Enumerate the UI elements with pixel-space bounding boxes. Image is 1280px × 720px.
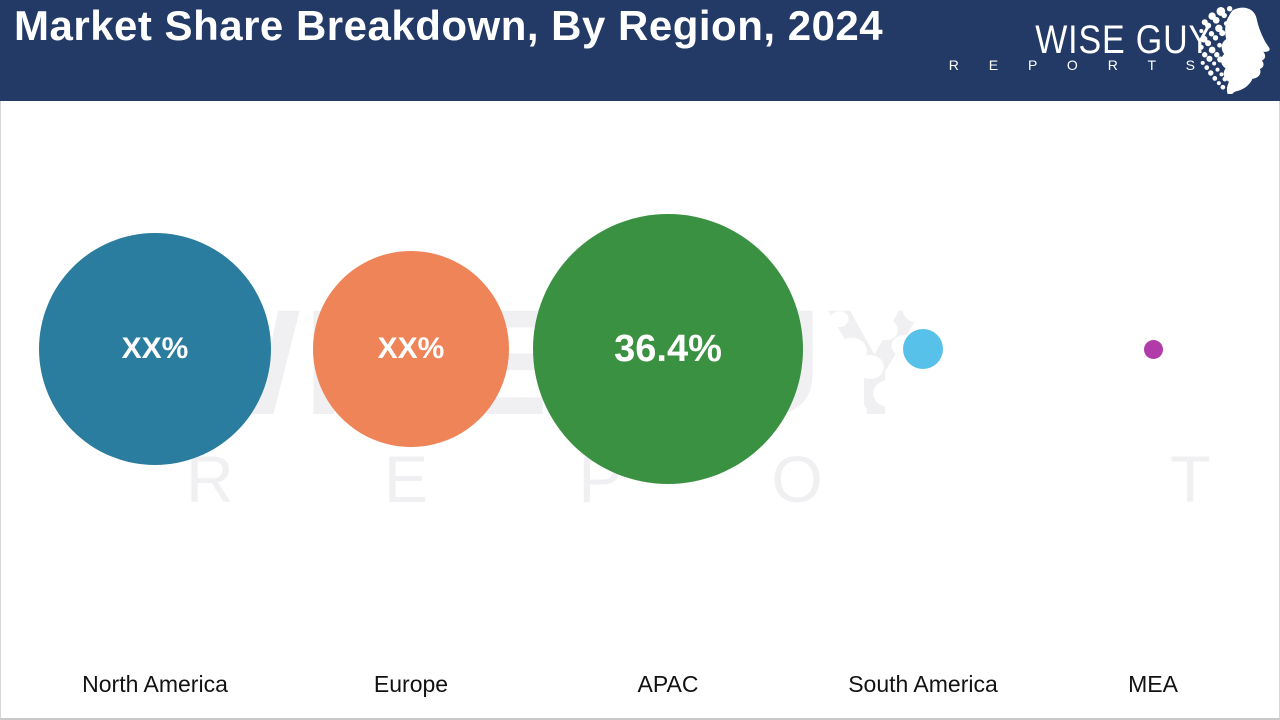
wise-guy-logo: WISE GUY R E P O R T S <box>949 0 1280 101</box>
page-title: Market Share Breakdown, By Region, 2024 <box>14 2 884 49</box>
bubble-value-label-north-america: XX% <box>121 332 189 365</box>
category-label-apac: APAC <box>637 671 699 697</box>
category-label-mea: MEA <box>1128 671 1178 697</box>
bubble-south-america <box>903 329 943 369</box>
bubble-europe: XX% <box>313 251 509 447</box>
bubble-layer: XX% North America XX% Europe 36.4% APAC South … <box>1 101 1279 718</box>
bubble-value-label-apac: 36.4% <box>614 327 722 370</box>
head-silhouette-icon <box>1198 6 1272 94</box>
bubble-value-label-europe: XX% <box>377 332 445 365</box>
bubble-north-america: XX% <box>39 233 271 465</box>
category-label-europe: Europe <box>373 671 449 697</box>
category-label-south-america: South America <box>848 671 998 697</box>
chart-area: WISE GUY R E P O R T S XX%North AmericaX… <box>0 101 1280 720</box>
logo-brand-subtitle: R E P O R T S <box>948 57 1208 73</box>
logo-brand-name: WISE GUY <box>1035 18 1212 62</box>
category-label-north-america: North America <box>82 671 228 697</box>
bubble-mea <box>1143 339 1163 359</box>
bubble-apac: 36.4% <box>533 214 803 484</box>
header-bar: Market Share Breakdown, By Region, 2024 … <box>0 0 1280 101</box>
